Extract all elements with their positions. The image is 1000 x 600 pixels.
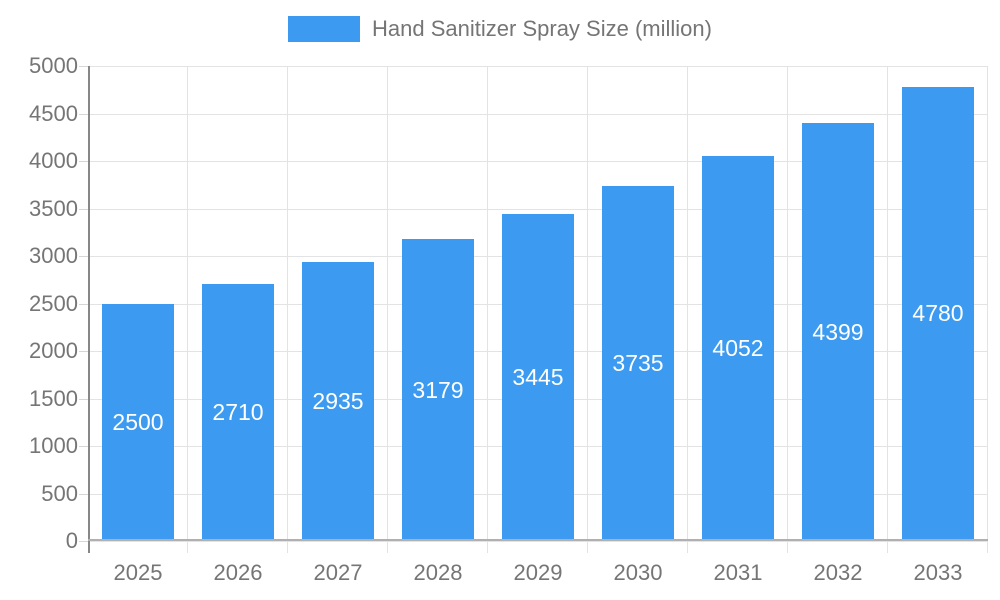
legend-label: Hand Sanitizer Spray Size (million) — [372, 16, 712, 41]
y-tick — [79, 446, 88, 447]
y-axis-label: 3000 — [29, 243, 78, 268]
bar-value-label: 4399 — [812, 318, 864, 345]
x-gridline — [687, 66, 688, 553]
y-axis-label: 4000 — [29, 148, 78, 173]
x-axis-label: 2029 — [513, 560, 563, 585]
y-tick — [79, 66, 88, 67]
x-gridline — [787, 66, 788, 553]
bar-value-label: 3735 — [612, 350, 664, 377]
bar: 3445 — [502, 213, 574, 541]
bar-value-label: 3179 — [412, 376, 464, 403]
y-axis-label: 1500 — [29, 385, 78, 411]
plot-area: 0 500 1000 1500 2000 2500 3000 3500 4000 4500 5000… — [29, 55, 988, 584]
y-tick — [79, 541, 88, 542]
bar: 2710 — [202, 283, 274, 541]
y-axis-label: 0 — [65, 528, 78, 553]
y-axis-label: 5000 — [29, 53, 78, 78]
y-gridline — [88, 541, 988, 542]
x-axis-label: 2031 — [713, 560, 763, 585]
x-axis-line — [88, 539, 988, 541]
x-axis-label: 2032 — [813, 560, 863, 585]
y-axis-label: 4500 — [29, 100, 78, 126]
x-axis-label: 2025 — [113, 560, 163, 585]
y-gridline — [88, 113, 988, 115]
bar-value-label: 2935 — [312, 388, 364, 415]
legend[interactable]: Hand Sanitizer Spray Size (million) — [0, 16, 1000, 43]
x-gridline — [487, 66, 488, 553]
bar: 4399 — [802, 123, 874, 541]
x-axis-label: 2030 — [613, 560, 663, 585]
bar: 4780 — [902, 86, 974, 541]
bar: 2935 — [302, 262, 374, 541]
y-tick — [79, 303, 88, 305]
x-gridline — [987, 66, 988, 553]
y-axis-label: 500 — [41, 480, 78, 506]
x-gridline — [587, 66, 588, 553]
y-tick — [79, 208, 88, 210]
y-gridline — [88, 208, 988, 210]
x-axis-label: 2028 — [413, 560, 463, 585]
x-gridline — [287, 66, 288, 553]
x-gridline — [387, 66, 388, 553]
y-gridline — [88, 161, 988, 162]
bar-value-label: 2500 — [112, 408, 164, 435]
x-gridline — [187, 66, 188, 553]
bar-value-label: 3445 — [512, 363, 564, 390]
bar-value-label: 2710 — [212, 398, 264, 425]
bar-value-label: 4052 — [712, 335, 764, 362]
x-axis-label: 2027 — [313, 560, 363, 585]
y-axis-label: 1000 — [29, 433, 78, 458]
bar: 3179 — [402, 239, 474, 541]
bar: 2500 — [102, 303, 174, 541]
x-axis-label: 2026 — [213, 560, 263, 585]
legend-swatch — [288, 16, 361, 43]
y-gridline — [88, 66, 988, 67]
y-tick — [79, 113, 88, 115]
bar: 3735 — [602, 186, 674, 541]
y-axis-label: 3500 — [29, 195, 78, 221]
bar-value-label: 4780 — [912, 300, 964, 327]
y-tick — [79, 161, 88, 162]
y-tick — [79, 351, 88, 352]
y-tick — [79, 493, 88, 495]
y-tick — [79, 256, 88, 257]
x-gridline — [887, 66, 888, 553]
y-axis-label: 2500 — [29, 290, 78, 316]
y-tick — [79, 398, 88, 400]
bar: 4052 — [702, 156, 774, 541]
x-axis-label: 2033 — [913, 560, 963, 585]
y-axis-line — [88, 66, 90, 553]
y-axis-label: 2000 — [29, 338, 78, 363]
